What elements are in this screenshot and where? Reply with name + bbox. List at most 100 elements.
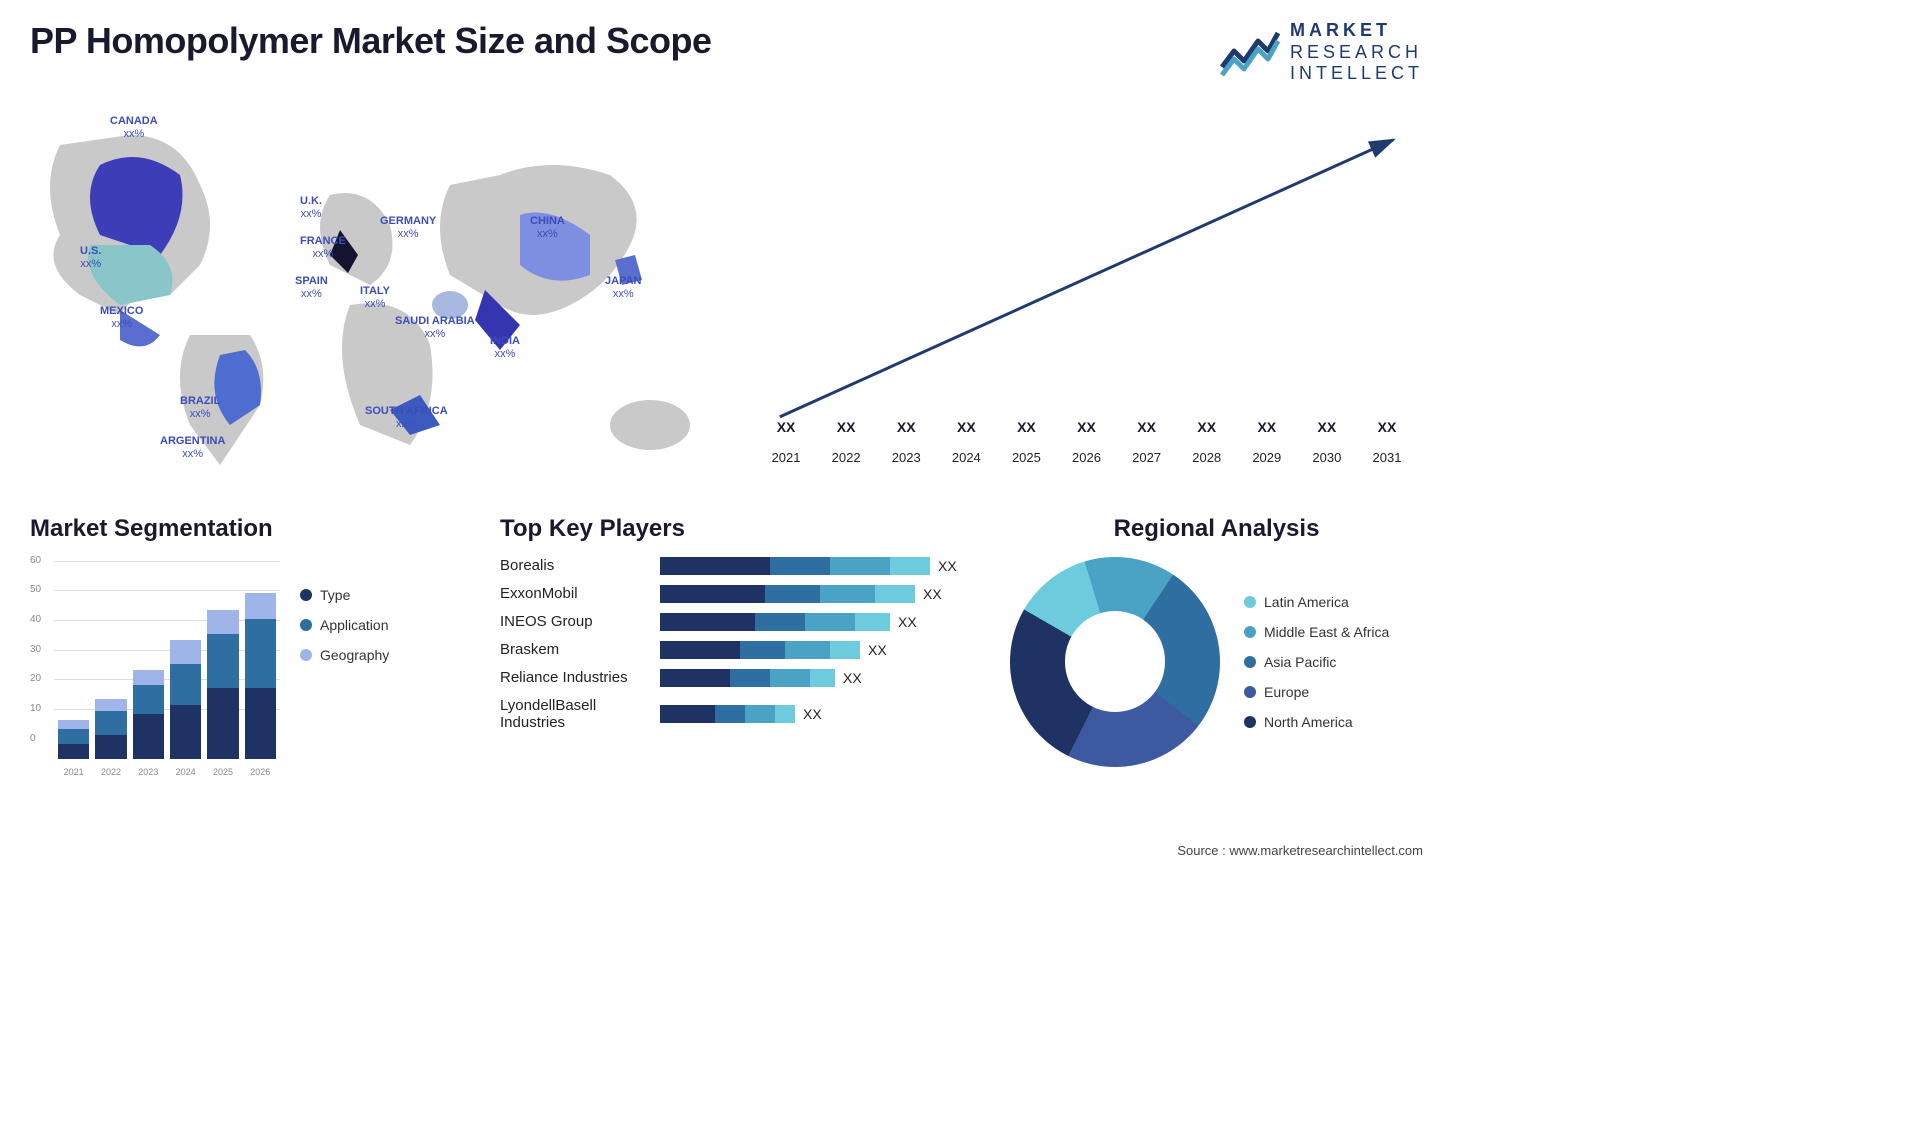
growth-bar-label: XX <box>1301 419 1353 435</box>
segmentation-bar <box>58 720 89 759</box>
player-row: Braskem XX <box>500 641 980 659</box>
player-value: XX <box>868 642 887 658</box>
growth-chart-panel: XXXXXXXXXXXXXXXXXXXXXX 20212022202320242… <box>750 105 1423 465</box>
player-name: INEOS Group <box>500 613 650 630</box>
player-bar-segment <box>855 613 890 631</box>
legend-item: Middle East & Africa <box>1244 624 1389 640</box>
player-name: LyondellBasell Industries <box>500 697 650 731</box>
player-bar-segment <box>810 669 835 687</box>
segmentation-bar-segment <box>207 634 238 687</box>
players-title: Top Key Players <box>500 515 980 543</box>
segmentation-chart: 0102030405060202120222023202420252026 <box>30 557 280 777</box>
player-bar <box>660 557 930 575</box>
legend-label: Asia Pacific <box>1264 654 1336 670</box>
player-bar-segment <box>770 557 830 575</box>
player-value: XX <box>898 614 917 630</box>
player-bar <box>660 585 915 603</box>
segmentation-ylabel: 0 <box>30 733 36 744</box>
segmentation-xlabel: 2022 <box>95 767 126 777</box>
player-name: Reliance Industries <box>500 669 650 686</box>
segmentation-bar-segment <box>207 610 238 634</box>
map-label: BRAZILxx% <box>180 395 220 421</box>
segmentation-bar-segment <box>95 711 126 735</box>
legend-swatch-icon <box>1244 596 1256 608</box>
growth-bar-label: XX <box>760 419 812 435</box>
segmentation-xlabel: 2021 <box>58 767 89 777</box>
legend-item: Latin America <box>1244 594 1389 610</box>
regional-legend: Latin America Middle East & Africa Asia Pa… <box>1244 594 1389 730</box>
segmentation-bar-segment <box>245 688 276 759</box>
segmentation-bar-segment <box>95 735 126 759</box>
player-row: ExxonMobilXX <box>500 585 980 603</box>
segmentation-bar <box>207 610 238 758</box>
map-label: GERMANYxx% <box>380 215 436 241</box>
segmentation-bar-segment <box>133 714 164 759</box>
logo-mark-icon <box>1220 27 1280 77</box>
segmentation-xlabel: 2025 <box>207 767 238 777</box>
segmentation-bar-segment <box>245 593 276 620</box>
player-value: XX <box>843 670 862 686</box>
player-bar-segment <box>715 705 745 723</box>
growth-xlabel: 2022 <box>820 450 872 465</box>
map-label: ARGENTINAxx% <box>160 435 225 461</box>
growth-xlabel: 2021 <box>760 450 812 465</box>
segmentation-ylabel: 30 <box>30 644 41 655</box>
player-bar-segment <box>785 641 830 659</box>
map-label: MEXICOxx% <box>100 305 143 331</box>
segmentation-bar-segment <box>170 640 201 664</box>
world-map-panel: CANADAxx%U.S.xx%MEXICOxx%BRAZILxx%ARGENT… <box>30 105 710 485</box>
regional-panel: Regional Analysis Latin AmericaMiddle Ea… <box>1010 515 1423 777</box>
growth-bar-label: XX <box>1361 419 1413 435</box>
player-bar-segment <box>820 585 875 603</box>
growth-xlabel: 2029 <box>1241 450 1293 465</box>
player-row: Reliance Industries XX <box>500 669 980 687</box>
growth-xlabel: 2028 <box>1181 450 1233 465</box>
player-name: ExxonMobil <box>500 585 650 602</box>
logo-line1: MARKET <box>1290 20 1423 42</box>
growth-bar-label: XX <box>1121 419 1173 435</box>
player-bar-segment <box>875 585 915 603</box>
segmentation-ylabel: 60 <box>30 555 41 566</box>
player-bar-segment <box>765 585 820 603</box>
player-row: INEOS Group XX <box>500 613 980 631</box>
brand-logo: MARKET RESEARCH INTELLECT <box>1220 20 1423 85</box>
player-value: XX <box>938 558 957 574</box>
segmentation-ylabel: 50 <box>30 584 41 595</box>
segmentation-legend: TypeApplicationGeography <box>300 557 389 777</box>
player-bar <box>660 641 860 659</box>
legend-label: North America <box>1264 714 1353 730</box>
map-label: ITALYxx% <box>360 285 390 311</box>
segmentation-bar-segment <box>58 744 89 759</box>
player-row: LyondellBasell IndustriesXX <box>500 697 980 731</box>
segmentation-xlabel: 2026 <box>245 767 276 777</box>
legend-label: Type <box>320 587 350 603</box>
player-bar-segment <box>770 669 810 687</box>
player-name: Borealis <box>500 557 650 574</box>
player-bar-segment <box>660 557 770 575</box>
legend-label: Geography <box>320 647 389 663</box>
player-bar-segment <box>660 585 765 603</box>
legend-item: Europe <box>1244 684 1389 700</box>
player-bar-segment <box>830 641 860 659</box>
legend-item: Type <box>300 587 389 603</box>
map-label: U.S.xx% <box>80 245 101 271</box>
growth-xlabel: 2023 <box>880 450 932 465</box>
growth-xlabel: 2026 <box>1060 450 1112 465</box>
donut-ring <box>1010 557 1220 767</box>
players-panel: Top Key Players BorealisXXExxonMobilXXIN… <box>500 515 980 777</box>
player-row: Borealis XX <box>500 557 980 575</box>
player-bar-segment <box>745 705 775 723</box>
segmentation-panel: Market Segmentation 01020304050602021202… <box>30 515 470 777</box>
player-bar-segment <box>660 641 740 659</box>
page-title: PP Homopolymer Market Size and Scope <box>30 20 712 62</box>
player-bar-segment <box>755 613 805 631</box>
player-name: Braskem <box>500 641 650 658</box>
logo-line2: RESEARCH <box>1290 42 1423 64</box>
map-label: SPAINxx% <box>295 275 328 301</box>
legend-swatch-icon <box>1244 716 1256 728</box>
legend-swatch-icon <box>300 589 312 601</box>
player-bar <box>660 705 795 723</box>
legend-label: Latin America <box>1264 594 1349 610</box>
growth-xlabel: 2027 <box>1121 450 1173 465</box>
map-label: FRANCExx% <box>300 235 346 261</box>
